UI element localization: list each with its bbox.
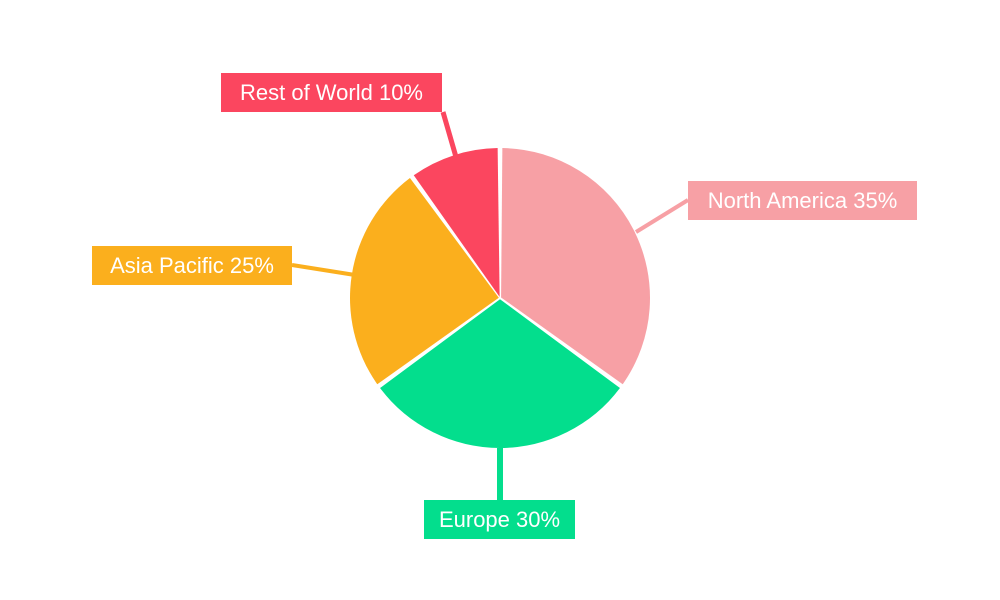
leader-line-asia-pacific: [291, 263, 356, 277]
slice-label-north-america-text: North America 35%: [707, 188, 898, 213]
leader-line-north-america: [634, 198, 690, 234]
slice-label-europe-text: Europe 30%: [438, 507, 561, 532]
pie-leader-lines: [291, 111, 690, 500]
slice-label-rest-of-world[interactable]: Rest of World 10%: [221, 73, 442, 112]
slice-label-rest-of-world-text: Rest of World 10%: [239, 80, 423, 105]
pie-slice-rest-of-world[interactable]: [413, 148, 500, 297]
leader-line-rest-of-world: [440, 111, 459, 158]
slice-label-asia-pacific-text: Asia Pacific 25%: [110, 253, 274, 278]
pie-slice-europe[interactable]: [380, 299, 620, 448]
pie-slices: [350, 148, 650, 448]
slice-label-europe[interactable]: Europe 30%: [424, 500, 575, 539]
slice-label-asia-pacific[interactable]: Asia Pacific 25%: [92, 246, 292, 285]
slice-label-north-america[interactable]: North America 35%: [688, 181, 917, 220]
pie-slice-asia-pacific[interactable]: [350, 178, 499, 385]
pie-slice-north-america[interactable]: [501, 148, 650, 385]
